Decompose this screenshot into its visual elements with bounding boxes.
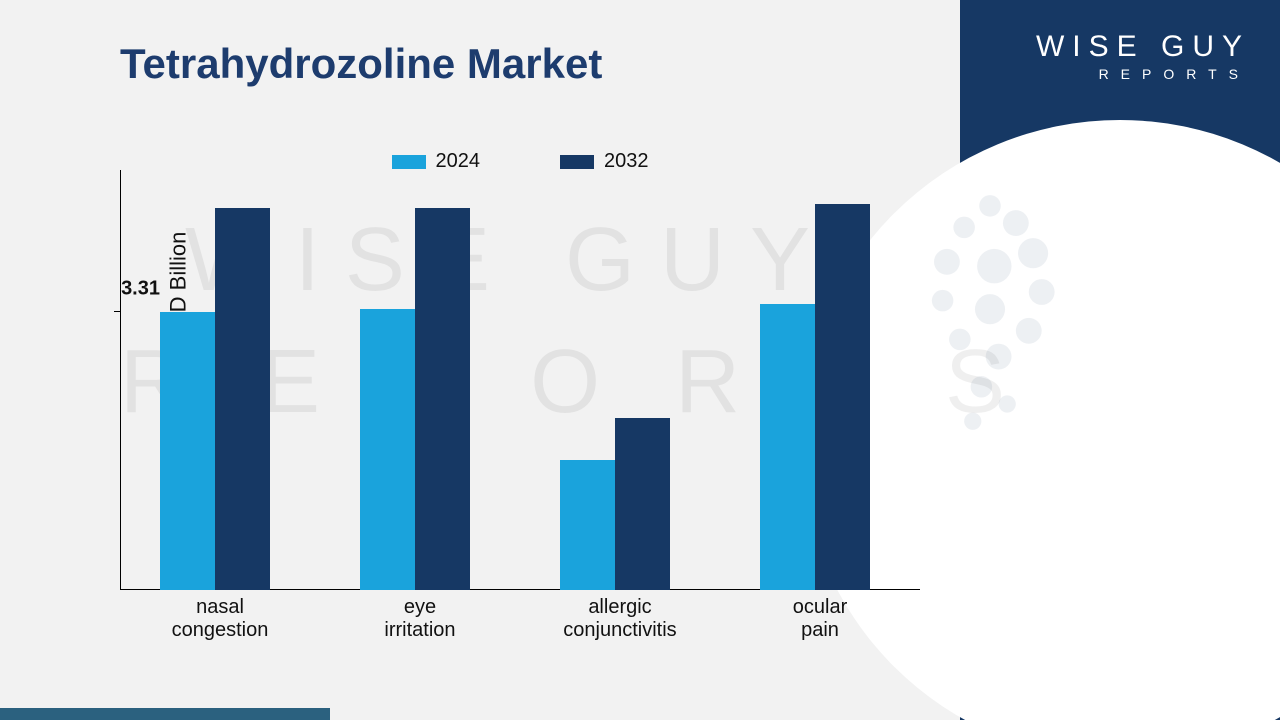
legend-label-2024: 2024: [436, 150, 481, 172]
bar-2024: [360, 309, 415, 590]
category-label: eyeirritation: [330, 590, 510, 642]
legend-label-2032: 2032: [604, 150, 649, 172]
category-label: ocularpain: [730, 590, 910, 642]
category-label: nasalcongestion: [130, 590, 310, 642]
bar-2032: [615, 418, 670, 590]
legend-swatch-2024: [392, 155, 426, 169]
plot-area: 2024 2032 3.31nasalcongestioneyeirritati…: [120, 170, 920, 620]
y-tick: [114, 311, 120, 312]
y-axis-line: [120, 170, 121, 590]
chart-title: Tetrahydrozoline Market: [120, 40, 602, 88]
bar-group: ocularpain: [760, 170, 880, 590]
brand-line1: WISE GUY: [1036, 30, 1250, 64]
bar-group: eyeirritation: [360, 170, 480, 590]
bar-2024: [560, 460, 615, 590]
value-label: 3.31: [121, 277, 160, 300]
bar-2024: [160, 312, 215, 590]
bar-group: 3.31nasalcongestion: [160, 170, 280, 590]
category-label: allergicconjunctivitis: [530, 590, 710, 642]
bar-group: allergicconjunctivitis: [560, 170, 680, 590]
brand-line2: REPORTS: [1036, 66, 1250, 82]
bar-2032: [415, 208, 470, 590]
bar-2032: [815, 204, 870, 590]
stage: WISE GUY REPORTS Tetrahydrozoline Market…: [0, 0, 1280, 720]
legend-swatch-2032: [560, 155, 594, 169]
bottom-accent-bar: [0, 708, 330, 720]
bar-2032: [215, 208, 270, 590]
bar-2024: [760, 304, 815, 590]
brand-logo: WISE GUY REPORTS: [1036, 30, 1250, 82]
